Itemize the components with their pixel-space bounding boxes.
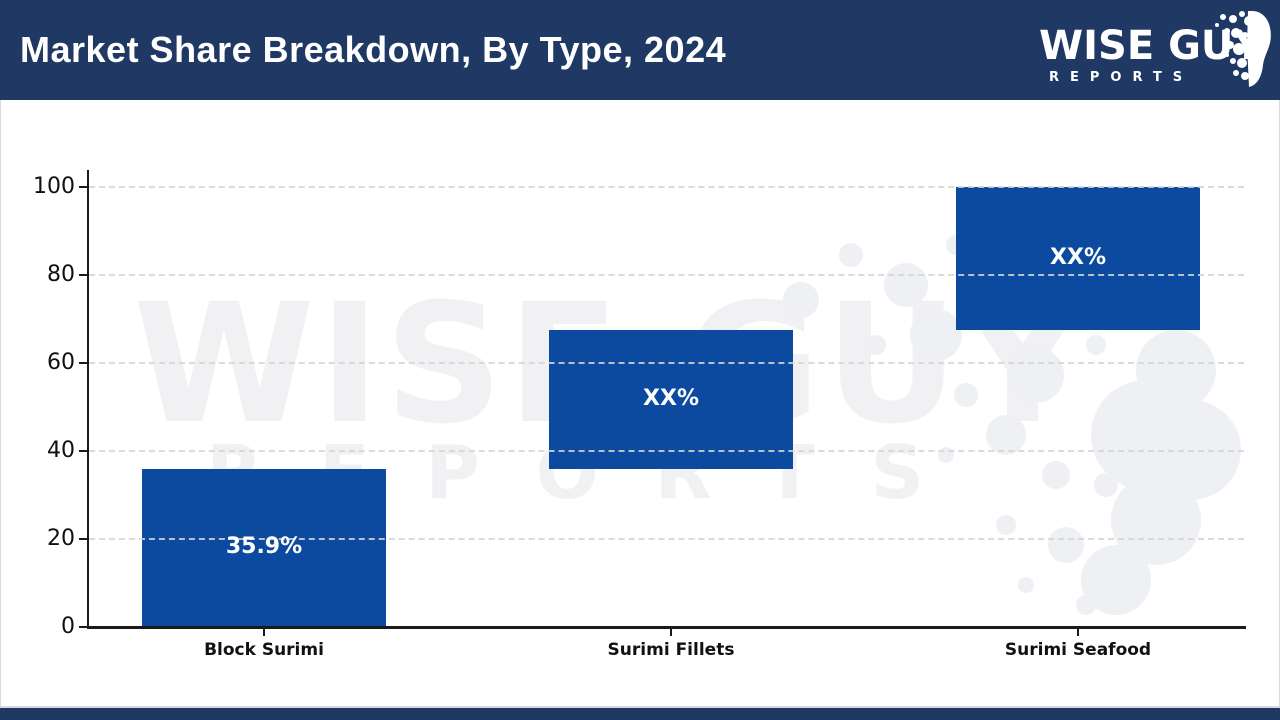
bar-2 [956,187,1200,330]
logo-subtext: REPORTS [1049,70,1193,85]
page-title: Market Share Breakdown, By Type, 2024 [20,29,727,70]
gridline-40 [89,450,1244,452]
logo-face-icon [1215,11,1271,87]
gridline-60 [89,362,1244,364]
y-tick-40 [79,450,87,452]
x-tick-2 [1077,628,1079,636]
bar-value-label-1: XX% [643,385,699,411]
category-label-2: Surimi Seafood [1004,640,1152,660]
y-tick-label-80: 80 [47,262,75,287]
x-axis-line [87,626,1246,629]
category-label-1: Surimi Fillets [607,640,735,660]
gridline-20 [89,538,1244,540]
y-tick-80 [79,274,87,276]
wiseguy-logo: WISE GUY REPORTS [1039,11,1271,87]
x-tick-0 [263,628,265,636]
y-tick-60 [79,362,87,364]
y-tick-100 [79,186,87,188]
header-bar: Market Share Breakdown, By Type, 2024 WI… [0,0,1280,100]
y-tick-label-60: 60 [47,350,75,375]
y-tick-label-20: 20 [47,526,75,551]
plot-area: 0 20 40 60 80 100 35.9% Block Surimi XX% Surimi F… [33,170,1246,660]
chart-area: WISE GUY REPORTS 0 20 40 60 80 100 35.9% Block … [0,100,1280,706]
y-tick-0 [79,626,87,628]
bar-0 [142,469,386,627]
bar-value-label-0: 35.9% [225,534,303,560]
y-tick-label-40: 40 [47,438,75,463]
x-tick-1 [670,628,672,636]
bar-1 [549,330,793,470]
y-tick-label-0: 0 [61,614,75,639]
y-tick-20 [79,538,87,540]
footer-bar [0,706,1280,720]
gridline-100 [89,186,1244,188]
y-axis-line [87,170,89,628]
watermark-head-dots-icon [783,235,1241,615]
category-label-0: Block Surimi [204,640,324,660]
y-tick-label-100: 100 [33,174,75,199]
gridline-80 [89,274,1244,276]
bar-value-label-2: XX% [1050,244,1106,270]
